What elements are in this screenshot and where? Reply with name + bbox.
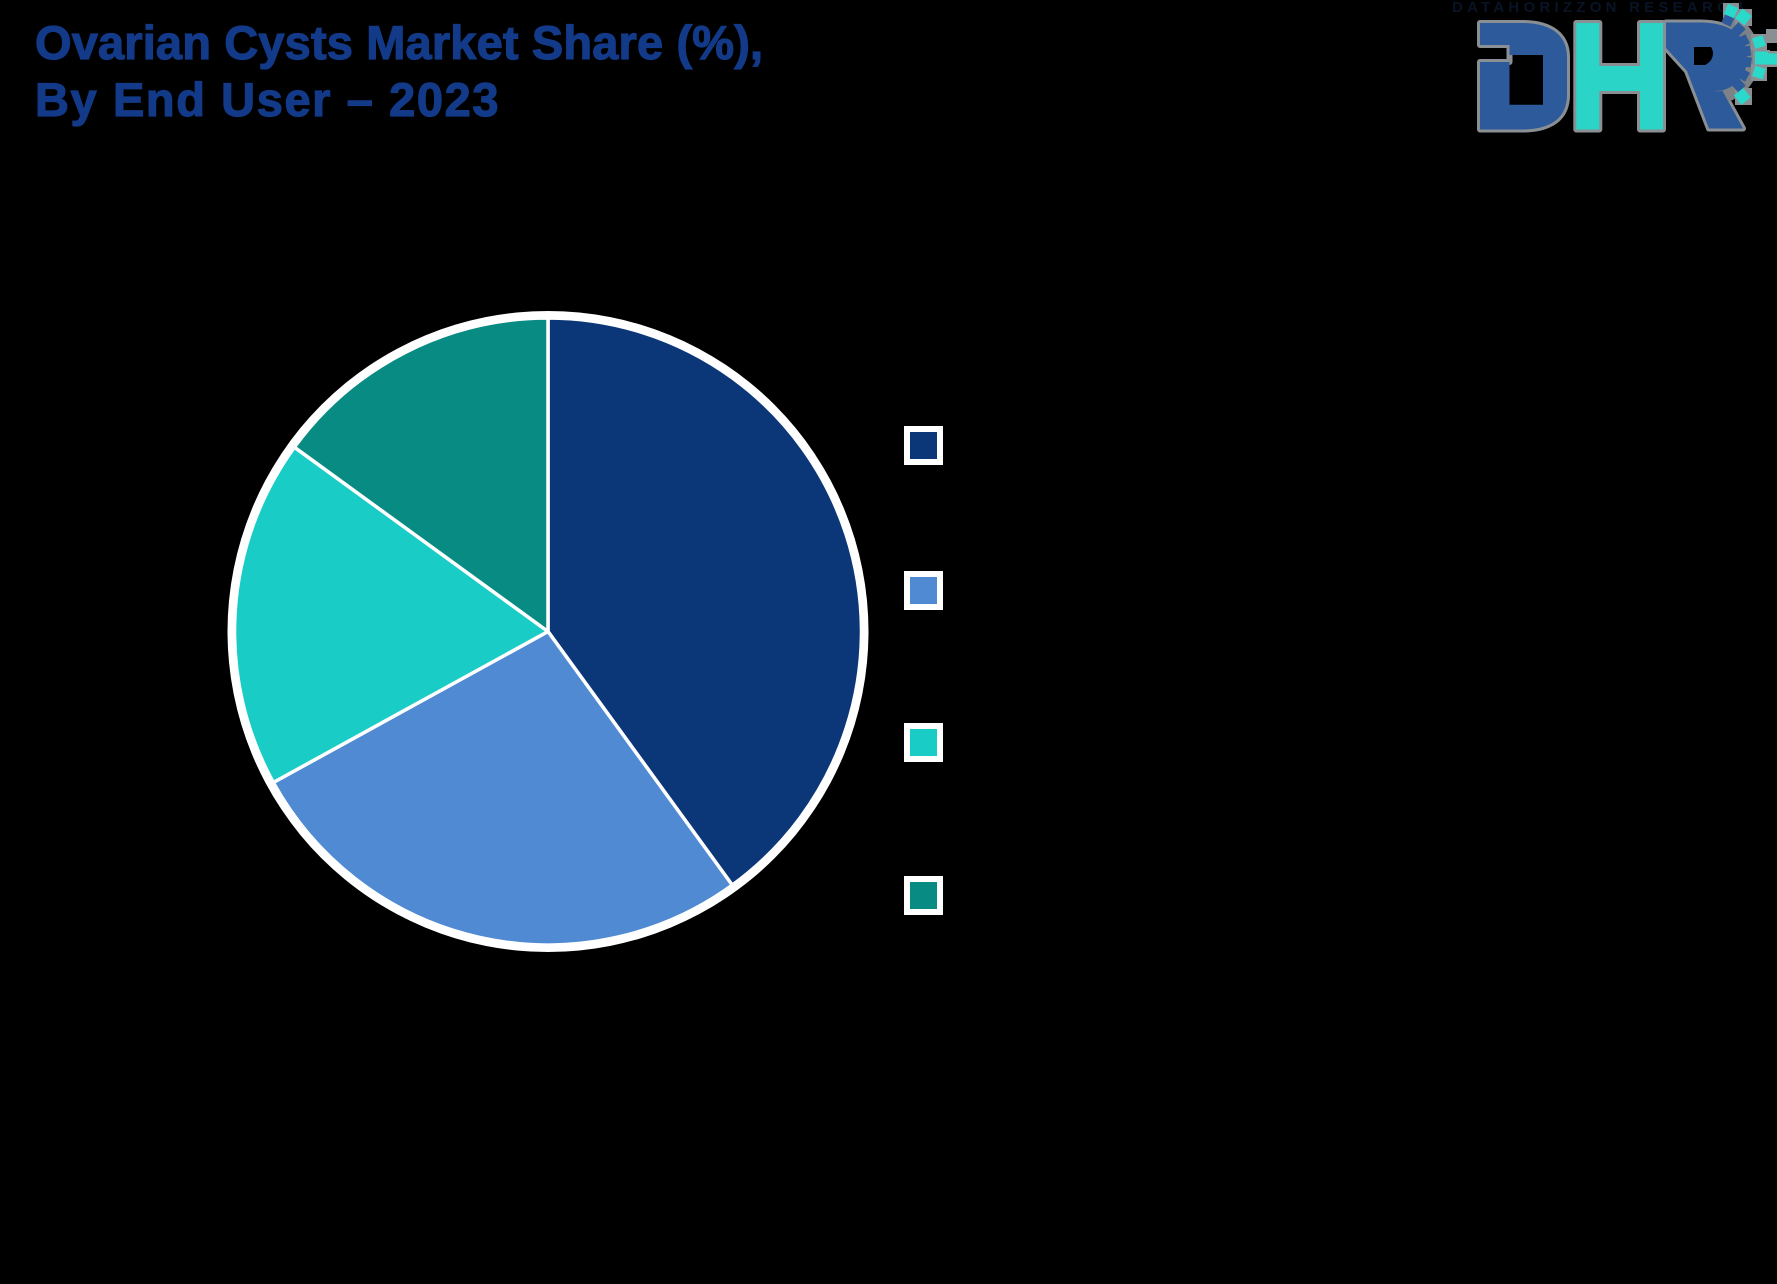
svg-text:DATAHORIZZON RESEARCH: DATAHORIZZON RESEARCH [1452, 0, 1745, 16]
